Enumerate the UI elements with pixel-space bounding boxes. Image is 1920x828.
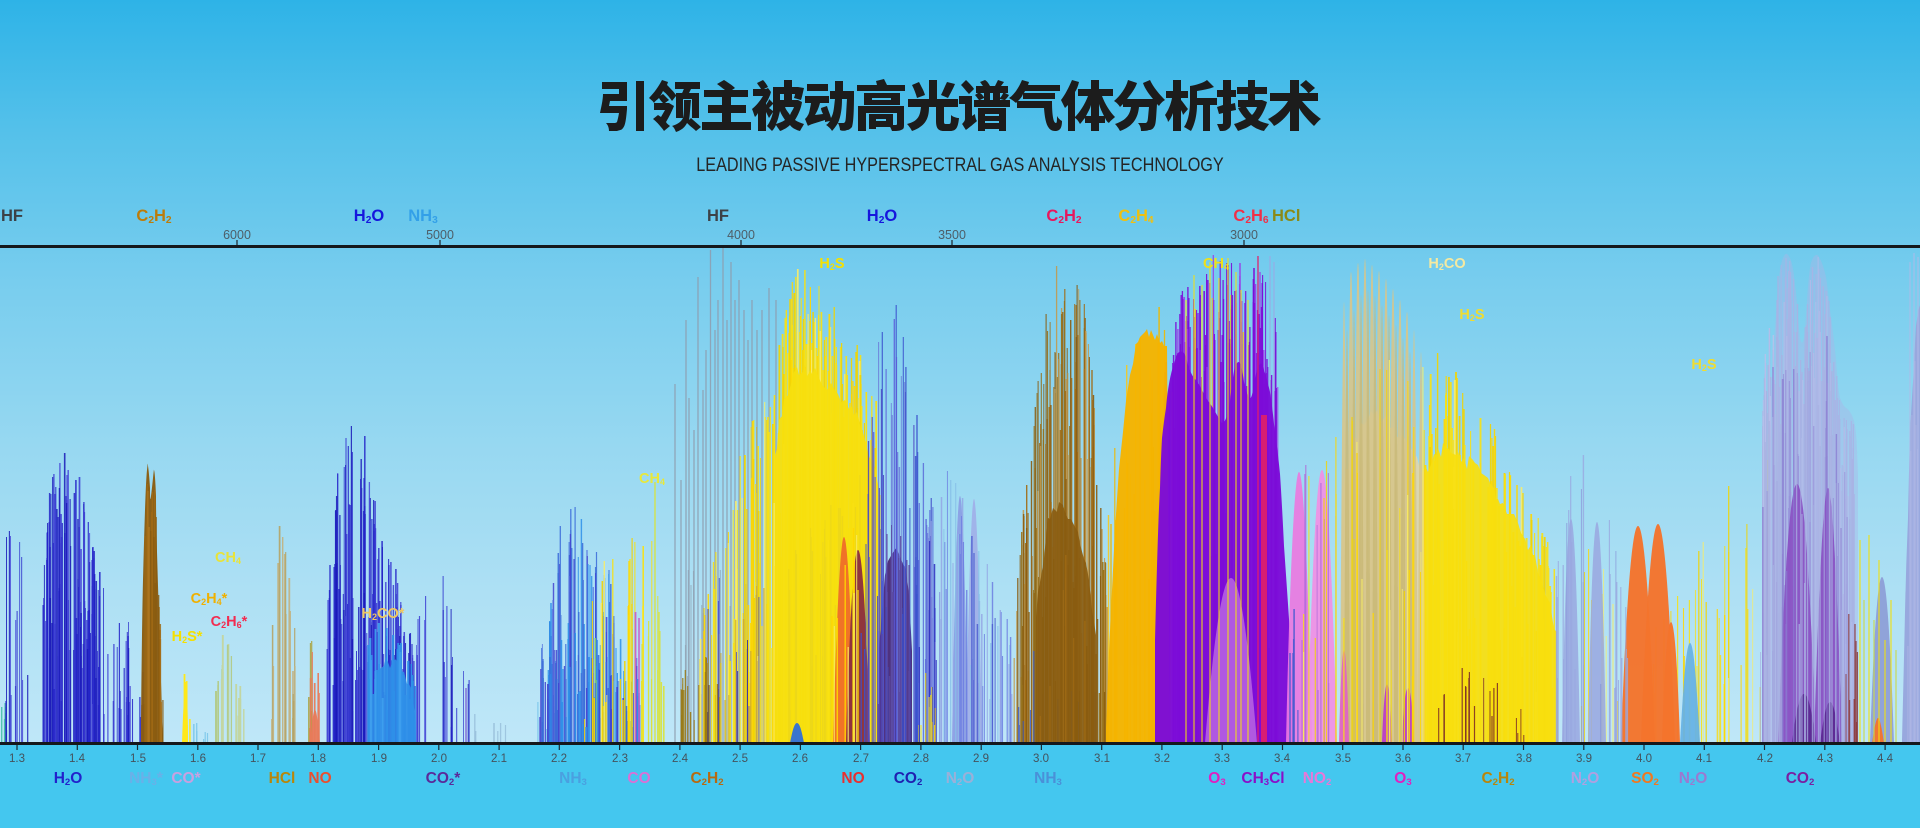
svg-text:H2CO*: H2CO* xyxy=(362,606,405,622)
svg-text:4.1: 4.1 xyxy=(1696,753,1712,765)
svg-text:NH3*: NH3* xyxy=(129,770,164,788)
svg-text:3.4: 3.4 xyxy=(1274,753,1291,765)
svg-text:NH3: NH3 xyxy=(559,770,587,788)
svg-text:3500: 3500 xyxy=(938,228,966,242)
svg-text:NO: NO xyxy=(841,770,864,787)
svg-text:2.1: 2.1 xyxy=(491,753,507,765)
svg-text:H2S: H2S xyxy=(1459,307,1485,323)
svg-text:4.4: 4.4 xyxy=(1877,753,1894,765)
svg-text:1.8: 1.8 xyxy=(310,753,326,765)
svg-text:4.3: 4.3 xyxy=(1817,753,1833,765)
svg-text:2.3: 2.3 xyxy=(612,753,628,765)
svg-text:C2H6: C2H6 xyxy=(1233,207,1269,226)
svg-text:O3: O3 xyxy=(1208,770,1225,788)
svg-text:CO2: CO2 xyxy=(894,770,923,788)
svg-text:O3: O3 xyxy=(1394,770,1411,788)
svg-text:C2H4: C2H4 xyxy=(1118,207,1154,226)
svg-text:2.7: 2.7 xyxy=(853,753,869,765)
svg-text:NH3: NH3 xyxy=(1034,770,1062,788)
svg-text:C2H2: C2H2 xyxy=(690,770,723,788)
svg-text:HCl: HCl xyxy=(1272,207,1300,225)
svg-text:HF: HF xyxy=(707,207,729,225)
svg-text:4.0: 4.0 xyxy=(1636,753,1652,765)
svg-text:N2O: N2O xyxy=(946,770,975,788)
svg-text:2.4: 2.4 xyxy=(672,753,689,765)
svg-text:3.6: 3.6 xyxy=(1395,753,1411,765)
svg-text:H2S: H2S xyxy=(1691,357,1717,373)
svg-text:3.3: 3.3 xyxy=(1214,753,1230,765)
svg-text:CH4: CH4 xyxy=(639,471,665,487)
svg-text:C2H2: C2H2 xyxy=(1481,770,1514,788)
svg-text:H2S*: H2S* xyxy=(172,629,203,645)
svg-text:C2H2: C2H2 xyxy=(136,207,172,226)
svg-text:6000: 6000 xyxy=(223,228,251,242)
svg-text:NH3: NH3 xyxy=(408,207,438,226)
svg-text:CH3Cl: CH3Cl xyxy=(1241,770,1284,788)
svg-text:NO2: NO2 xyxy=(1303,770,1332,788)
svg-text:3.5: 3.5 xyxy=(1335,753,1351,765)
svg-text:CH4: CH4 xyxy=(215,550,241,566)
svg-text:H2S: H2S xyxy=(819,256,845,272)
svg-text:2.9: 2.9 xyxy=(973,753,989,765)
svg-text:3.9: 3.9 xyxy=(1576,753,1592,765)
svg-text:1.3: 1.3 xyxy=(9,753,25,765)
svg-text:3.8: 3.8 xyxy=(1516,753,1532,765)
svg-text:H2O: H2O xyxy=(54,770,83,788)
svg-text:C2H4*: C2H4* xyxy=(191,591,228,607)
svg-text:5000: 5000 xyxy=(426,228,454,242)
svg-text:CO: CO xyxy=(627,770,650,787)
svg-text:3000: 3000 xyxy=(1230,228,1258,242)
svg-text:3.0: 3.0 xyxy=(1033,753,1049,765)
svg-text:2.6: 2.6 xyxy=(792,753,808,765)
svg-text:2.8: 2.8 xyxy=(913,753,929,765)
svg-text:H2CO: H2CO xyxy=(1428,256,1465,272)
svg-text:3.7: 3.7 xyxy=(1455,753,1471,765)
svg-text:N2O: N2O xyxy=(1679,770,1708,788)
svg-text:CO2*: CO2* xyxy=(426,770,462,788)
svg-text:HF: HF xyxy=(1,207,23,225)
svg-text:2.2: 2.2 xyxy=(551,753,567,765)
svg-text:3.1: 3.1 xyxy=(1094,753,1110,765)
svg-text:C2H2: C2H2 xyxy=(1046,207,1082,226)
svg-text:1.6: 1.6 xyxy=(190,753,206,765)
svg-text:CH4: CH4 xyxy=(1203,256,1229,272)
svg-text:NO: NO xyxy=(308,770,331,787)
svg-text:HCl: HCl xyxy=(269,770,296,787)
svg-text:LEADING PASSIVE HYPERSPECTRAL: LEADING PASSIVE HYPERSPECTRAL GAS ANALYS… xyxy=(696,154,1224,176)
svg-text:C2H6*: C2H6* xyxy=(211,614,248,630)
svg-text:1.5: 1.5 xyxy=(130,753,146,765)
svg-text:4000: 4000 xyxy=(727,228,755,242)
svg-text:1.4: 1.4 xyxy=(69,753,86,765)
svg-text:3.2: 3.2 xyxy=(1154,753,1170,765)
svg-text:CO2: CO2 xyxy=(1786,770,1815,788)
svg-text:SO2: SO2 xyxy=(1631,770,1659,788)
svg-text:H2O: H2O xyxy=(354,207,385,226)
svg-text:CO*: CO* xyxy=(171,770,201,787)
svg-text:2.0: 2.0 xyxy=(431,753,447,765)
svg-text:1.7: 1.7 xyxy=(250,753,266,765)
svg-text:2.5: 2.5 xyxy=(732,753,748,765)
svg-text:N2O: N2O xyxy=(1571,770,1600,788)
svg-text:H2O: H2O xyxy=(867,207,898,226)
svg-text:4.2: 4.2 xyxy=(1757,753,1773,765)
svg-text:1.9: 1.9 xyxy=(371,753,387,765)
